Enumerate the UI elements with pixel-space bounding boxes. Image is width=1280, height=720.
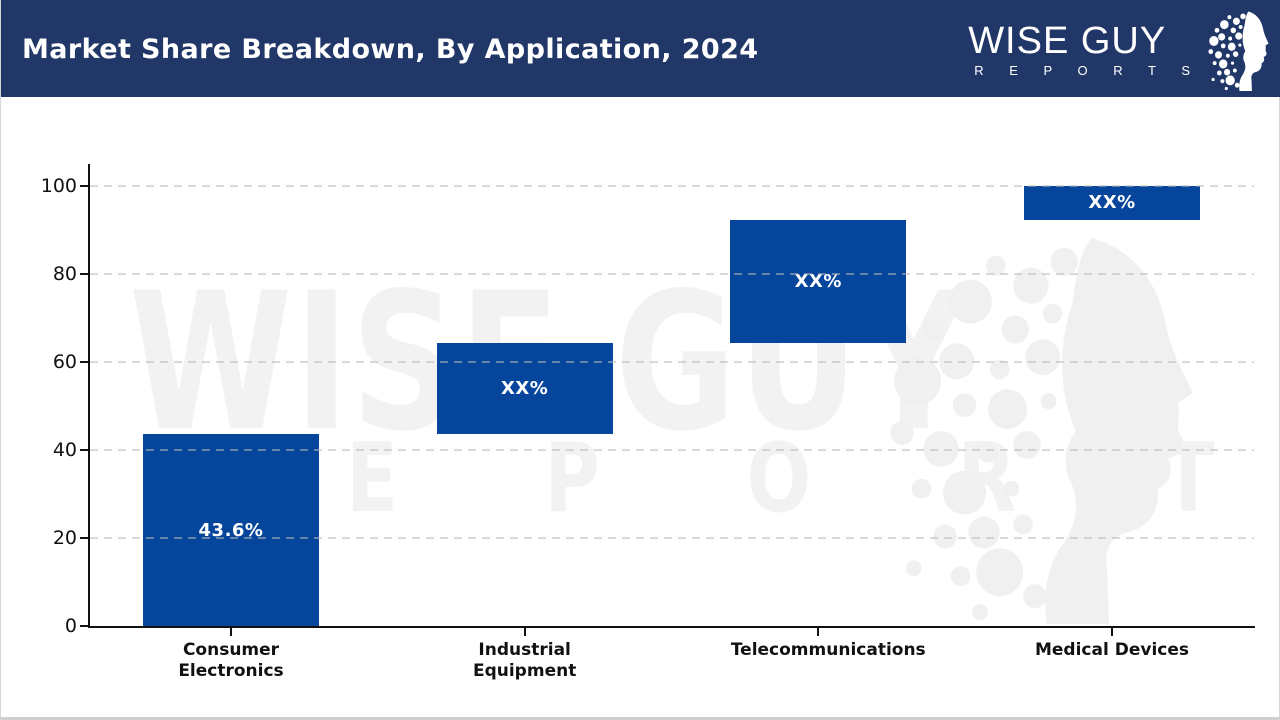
y-tick-mark-100	[80, 185, 88, 187]
watermark-head-icon	[890, 237, 1194, 624]
x-tick-label-text: Industrial Equipment	[472, 640, 577, 681]
gridline-40	[90, 449, 1254, 451]
bar-medical-devices: XX%	[1024, 186, 1200, 220]
gridline-100	[90, 185, 1254, 187]
x-tick-label-industrial-equipment: Industrial Equipment	[425, 640, 625, 682]
x-axis-spine	[88, 626, 1255, 628]
x-tick-label-text: Telecommunications	[730, 640, 926, 660]
y-tick-label-100: 100	[40, 175, 77, 197]
bar-telecommunications: XX%	[730, 219, 907, 344]
x-tick-mark-telecommunications	[817, 628, 820, 636]
gridline-80	[90, 273, 1254, 275]
y-tick-mark-80	[80, 273, 88, 275]
brand-logo-text: WISE GUY R E P O R T S	[968, 22, 1201, 78]
brand-head-icon	[1208, 11, 1269, 91]
y-tick-label-20: 20	[52, 527, 77, 549]
bar-industrial-equipment: XX%	[436, 343, 613, 435]
header-bar: Market Share Breakdown, By Application, …	[1, 0, 1280, 97]
y-tick-mark-60	[80, 361, 88, 363]
bar-value-label: XX%	[1088, 192, 1136, 214]
y-tick-mark-20	[80, 537, 88, 539]
bar-consumer-electronics: 43.6%	[143, 434, 319, 626]
bar-value-label: XX%	[501, 378, 549, 400]
page-title: Market Share Breakdown, By Application, …	[22, 34, 759, 65]
brand-name: WISE GUY	[968, 20, 1167, 62]
y-tick-mark-40	[80, 449, 88, 451]
bar-value-label: XX%	[794, 270, 842, 292]
x-tick-mark-medical-devices	[1111, 628, 1113, 636]
x-tick-label-telecommunications: Telecommunications	[718, 640, 926, 661]
brand-subname: R E P O R T S	[974, 63, 1201, 78]
gridline-20	[90, 537, 1254, 539]
x-tick-mark-consumer-electronics	[230, 628, 232, 636]
y-tick-label-80: 80	[52, 263, 77, 285]
y-tick-label-60: 60	[52, 351, 77, 373]
x-tick-label-text: Consumer Electronics	[178, 640, 284, 681]
x-tick-label-text: Medical Devices	[1034, 640, 1189, 660]
y-tick-label-40: 40	[52, 439, 77, 461]
x-tick-label-consumer-electronics: Consumer Electronics	[131, 640, 331, 682]
bar-value-label: 43.6%	[198, 519, 264, 541]
y-tick-label-0: 0	[64, 615, 77, 637]
y-tick-mark-0	[80, 625, 88, 627]
x-tick-label-medical-devices: Medical Devices	[1012, 640, 1212, 661]
brand-logo: WISE GUY R E P O R T S	[968, 6, 1269, 94]
x-tick-mark-industrial-equipment	[523, 628, 526, 636]
gridline-60	[90, 361, 1254, 363]
y-axis-spine	[88, 164, 90, 628]
